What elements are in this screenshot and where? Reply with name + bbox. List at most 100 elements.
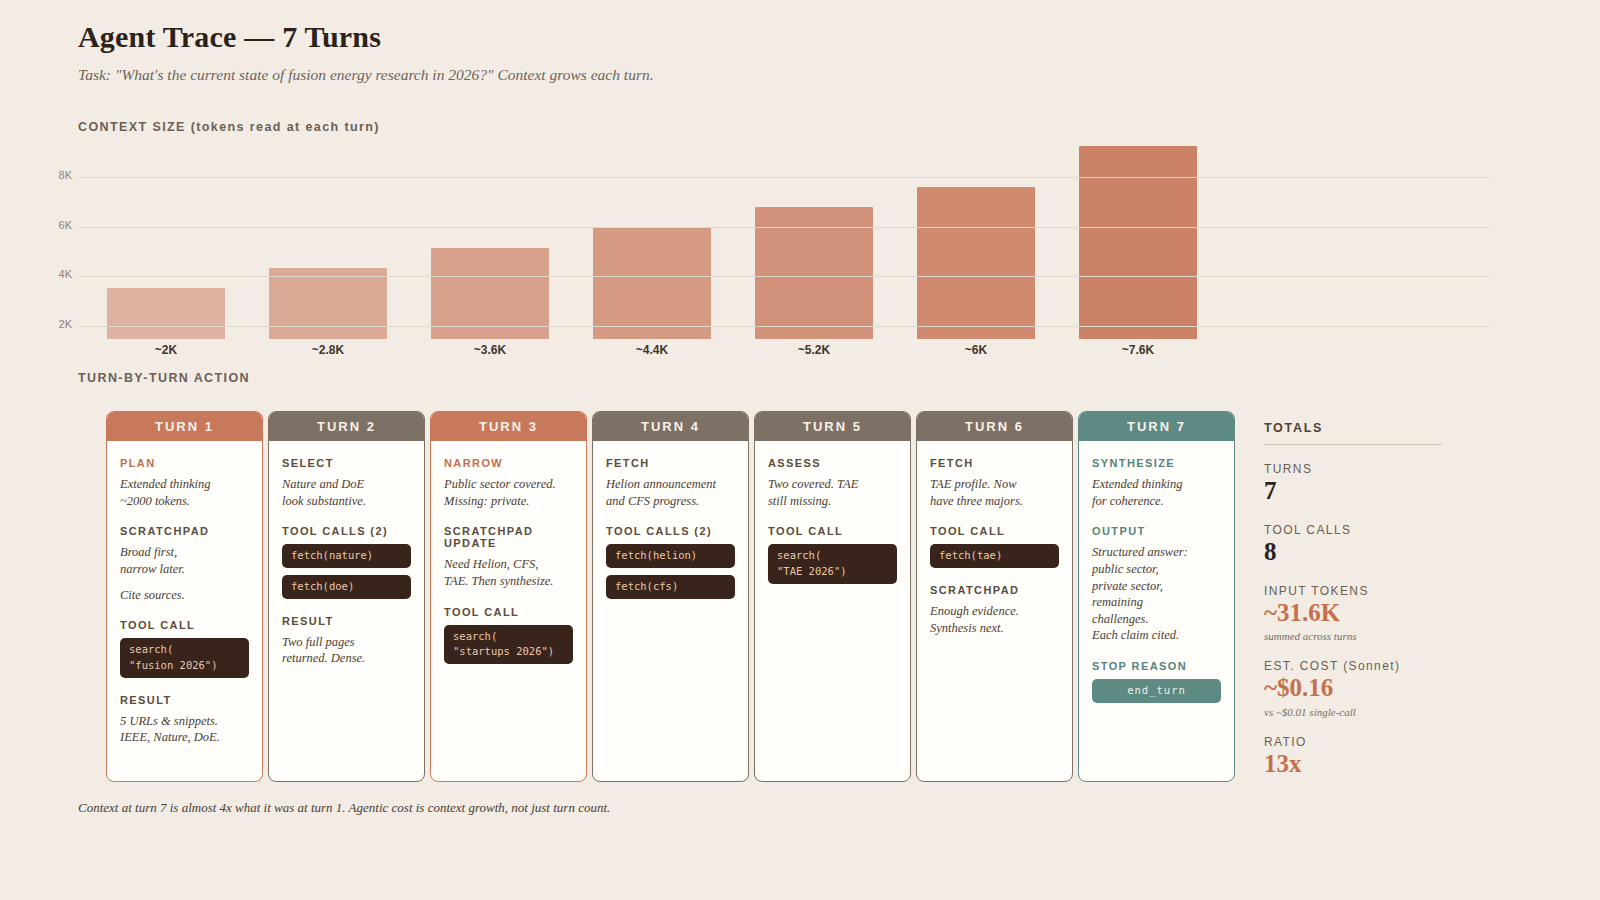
bar-value-label: ~2K (155, 343, 177, 357)
turn-card-body: FETCHHelion announcement and CFS progres… (593, 441, 748, 599)
section-text: Structured answer: public sector, privat… (1092, 544, 1221, 644)
section-text: Public sector covered. Missing: private. (444, 476, 573, 509)
context-size-bar-chart: ~2K~2.8K~3.6K~4.4K~5.2K~6K~7.6K 8K6K4K2K (78, 144, 1490, 339)
y-tick-6K: 6K (42, 219, 72, 231)
total-label: INPUT TOKENS (1264, 584, 1442, 598)
bar-turn-1: ~2K (107, 144, 225, 339)
totals-items: TURNS7 TOOL CALLS8 INPUT TOKENS~31.6K summe… (1264, 462, 1442, 779)
total-value: ~$0.16 (1264, 674, 1442, 703)
bar-value-label: ~7.6K (1122, 343, 1154, 357)
stop-reason-chip: end_turn (1092, 679, 1221, 703)
bar-turn-2: ~2.8K (269, 144, 387, 339)
section-heading: TOOL CALLS (2) (282, 525, 411, 537)
section-heading: TOOL CALL (120, 619, 249, 631)
section-heading: SCRATCHPAD (120, 525, 249, 537)
total-value: 13x (1264, 750, 1442, 779)
total-item-input-tokens: INPUT TOKENS~31.6K summed across turns (1264, 584, 1442, 643)
section-text: Enough evidence. Synthesis next. (930, 603, 1059, 636)
total-item-ratio: RATIO13x (1264, 735, 1442, 779)
bar-rect (917, 187, 1035, 339)
gridline-6K (78, 227, 1490, 228)
tool-call-chip: fetch(helion) (606, 544, 735, 568)
section-heading: PLAN (120, 457, 249, 469)
agent-trace-infographic: Agent Trace — 7 Turns Task: "What's the … (0, 0, 1600, 900)
section-text: TAE profile. Now have three majors. (930, 476, 1059, 509)
tool-call-chip: fetch(doe) (282, 575, 411, 599)
turn-card-5: TURN 5 ASSESS Two covered. TAE still missi… (754, 411, 911, 782)
total-value: ~31.6K (1264, 599, 1442, 628)
turn-card-title: TURN 6 (917, 412, 1072, 441)
tool-call-chip: fetch(tae) (930, 544, 1059, 568)
section-heading: SYNTHESIZE (1092, 457, 1221, 469)
section-heading: ASSESS (768, 457, 897, 469)
total-label: EST. COST (Sonnet) (1264, 659, 1442, 673)
turn-card-6: TURN 6 FETCH TAE profile. Now have three m… (916, 411, 1073, 782)
footnote: Context at turn 7 is almost 4x what it w… (78, 800, 1600, 816)
bar-value-label: ~6K (965, 343, 987, 357)
tool-call-chip: fetch(nature) (282, 544, 411, 568)
turn-card-1: TURN 1 PLAN Extended thinking ~2000 tokens… (106, 411, 263, 782)
total-item-tool-calls: TOOL CALLS8 (1264, 523, 1442, 567)
bar-turn-5: ~5.2K (755, 144, 873, 339)
section-text: Broad first, narrow later. (120, 544, 249, 577)
total-note: summed across turns (1264, 630, 1442, 642)
page-title: Agent Trace — 7 Turns (78, 20, 1600, 54)
total-label: TURNS (1264, 462, 1442, 476)
turns-section-label: TURN-BY-TURN ACTION (78, 371, 1600, 385)
turn-card-7: TURN 7SYNTHESIZEExtended thinking for co… (1078, 411, 1235, 782)
bar-value-label: ~4.4K (636, 343, 668, 357)
section-text: Nature and DoE look substantive. (282, 476, 411, 509)
section-heading: STOP REASON (1092, 660, 1221, 672)
tool-call-chip: search( "TAE 2026") (768, 544, 897, 584)
section-text: 5 URLs & snippets. IEEE, Nature, DoE. (120, 713, 249, 746)
bar-series: ~2K~2.8K~3.6K~4.4K~5.2K~6K~7.6K (107, 144, 1197, 339)
turn-card-title: TURN 3 (431, 412, 586, 441)
bar-turn-7: ~7.6K (1079, 144, 1197, 339)
section-heading: TOOL CALL (768, 525, 897, 537)
bar-value-label: ~5.2K (798, 343, 830, 357)
section-text: Extended thinking ~2000 tokens. (120, 476, 249, 509)
section-text: Cite sources. (120, 587, 249, 604)
total-value: 8 (1264, 538, 1442, 567)
section-heading: RESULT (120, 694, 249, 706)
section-text: Need Helion, CFS, TAE. Then synthesize. (444, 556, 573, 589)
turn-card-body: FETCH TAE profile. Now have three majors.… (917, 441, 1072, 636)
bar-value-label: ~3.6K (474, 343, 506, 357)
turn-card-title: TURN 2 (269, 412, 424, 441)
turn-card-title: TURN 1 (107, 412, 262, 441)
turn-card-body: ASSESS Two covered. TAE still missing. TOO… (755, 441, 910, 584)
total-item-turns: TURNS7 (1264, 462, 1442, 506)
chart-section-label: CONTEXT SIZE (tokens read at each turn) (78, 120, 1600, 134)
turn-card-body: PLAN Extended thinking ~2000 tokens. SCRAT… (107, 441, 262, 746)
turn-card-3: TURN 3NARROWPublic sector covered. Missi… (430, 411, 587, 782)
section-heading: SCRATCHPAD (930, 584, 1059, 596)
total-label: TOOL CALLS (1264, 523, 1442, 537)
tool-call-chip: search( "fusion 2026") (120, 638, 249, 678)
tool-call-chip: fetch(cfs) (606, 575, 735, 599)
y-tick-2K: 2K (42, 318, 72, 330)
bar-rect (593, 227, 711, 339)
bar-turn-4: ~4.4K (593, 144, 711, 339)
totals-title: TOTALS (1264, 421, 1442, 445)
turn-card-body: NARROWPublic sector covered. Missing: pr… (431, 441, 586, 664)
bar-value-label: ~2.8K (312, 343, 344, 357)
turn-card-body: SYNTHESIZEExtended thinking for coherenc… (1079, 441, 1234, 703)
bar-rect (107, 288, 225, 339)
turn-card-4: TURN 4FETCHHelion announcement and CFS p… (592, 411, 749, 782)
y-tick-4K: 4K (42, 268, 72, 280)
section-heading: FETCH (930, 457, 1059, 469)
turn-card-title: TURN 5 (755, 412, 910, 441)
section-text: Two covered. TAE still missing. (768, 476, 897, 509)
tool-call-chip: search( "startups 2026") (444, 625, 573, 665)
gridline-4K (78, 276, 1490, 277)
section-heading: TOOL CALL (444, 606, 573, 618)
section-heading: TOOL CALLS (2) (606, 525, 735, 537)
total-item-est-cost-sonnet-: EST. COST (Sonnet)~$0.16 vs ~$0.01 single… (1264, 659, 1442, 718)
bar-rect (269, 268, 387, 339)
turn-card-title: TURN 7 (1079, 412, 1234, 441)
total-note: vs ~$0.01 single-call (1264, 706, 1442, 718)
section-heading: SCRATCHPAD UPDATE (444, 525, 573, 549)
gridline-2K (78, 326, 1490, 327)
turn-card-title: TURN 4 (593, 412, 748, 441)
section-heading: OUTPUT (1092, 525, 1221, 537)
